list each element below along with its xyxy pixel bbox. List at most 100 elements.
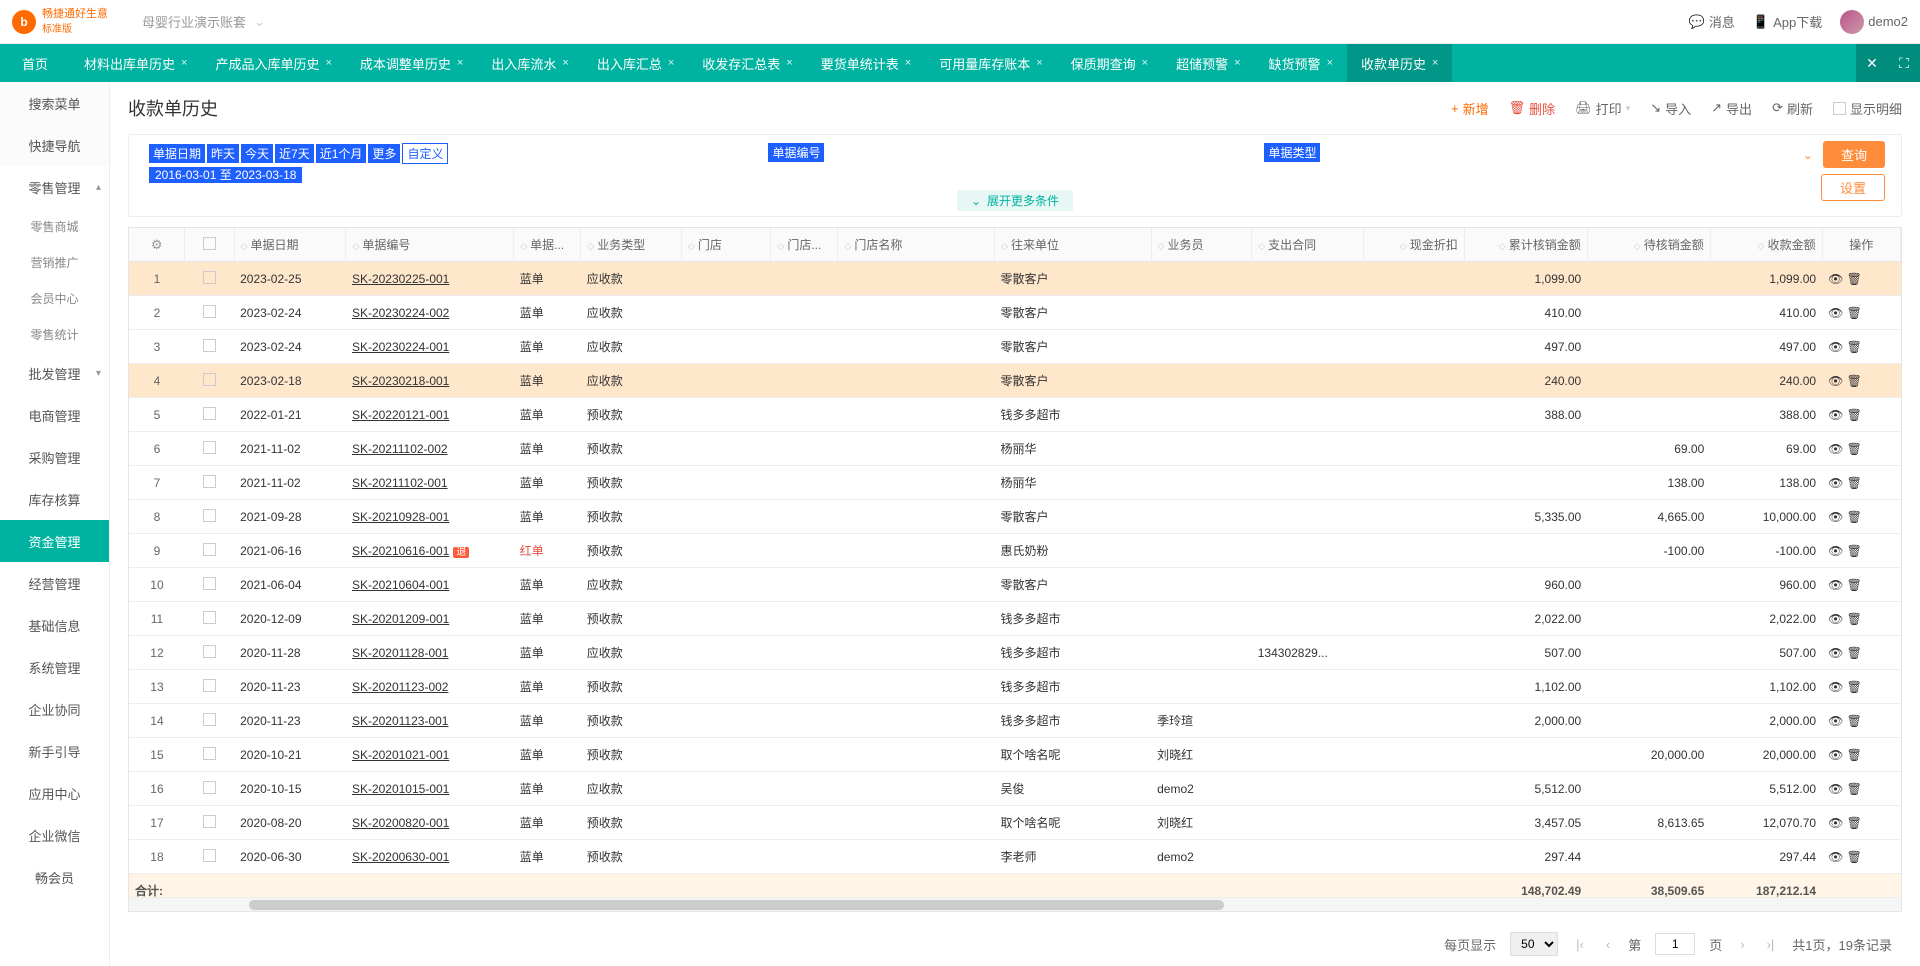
delete-icon[interactable]: 🗑: [1847, 374, 1862, 388]
filter-date-opt-today[interactable]: 今天: [241, 144, 273, 163]
row-checkbox[interactable]: [203, 339, 216, 352]
table-row[interactable]: 172020-08-20SK-20200820-001蓝单预收款取个啥名呢刘晓红…: [129, 806, 1901, 840]
close-icon[interactable]: ×: [181, 57, 187, 69]
delete-icon[interactable]: 🗑: [1847, 476, 1862, 490]
table-row[interactable]: 82021-09-28SK-20210928-001蓝单预收款零散客户5,335…: [129, 500, 1901, 534]
tab-11[interactable]: 缺货预警×: [1255, 44, 1347, 82]
close-icon[interactable]: ×: [1432, 57, 1438, 69]
doc-link[interactable]: SK-20200630-001: [352, 850, 449, 864]
column-header[interactable]: ◇往来单位: [995, 228, 1152, 262]
delete-icon[interactable]: 🗑: [1847, 680, 1862, 694]
tab-12[interactable]: 收款单历史×: [1347, 44, 1452, 82]
close-icon[interactable]: ×: [562, 57, 568, 69]
filter-type-label[interactable]: 单据类型: [1264, 143, 1320, 162]
column-header[interactable]: [185, 228, 234, 262]
close-icon[interactable]: ×: [457, 57, 463, 69]
view-icon[interactable]: 👁: [1828, 544, 1843, 558]
select-all-checkbox[interactable]: [203, 237, 216, 250]
sidebar-guide[interactable]: 新手引导: [0, 730, 109, 772]
table-row[interactable]: 132020-11-23SK-20201123-002蓝单预收款钱多多超市1,1…: [129, 670, 1901, 704]
table-row[interactable]: 182020-06-30SK-20200630-001蓝单预收款李老师demo2…: [129, 840, 1901, 874]
sidebar-stock[interactable]: 库存核算: [0, 478, 109, 520]
view-icon[interactable]: 👁: [1828, 306, 1843, 320]
delete-icon[interactable]: 🗑: [1847, 850, 1862, 864]
sidebar-retail-stats[interactable]: 零售统计: [0, 316, 109, 352]
delete-icon[interactable]: 🗑: [1847, 442, 1862, 456]
print-button[interactable]: 🖨打印▾: [1575, 99, 1630, 118]
prev-page-button[interactable]: ‹: [1602, 937, 1614, 952]
close-all-tabs-button[interactable]: ✕: [1856, 44, 1888, 82]
tab-3[interactable]: 成本调整单历史×: [346, 44, 477, 82]
table-row[interactable]: 152020-10-21SK-20201021-001蓝单预收款取个啥名呢刘晓红…: [129, 738, 1901, 772]
close-icon[interactable]: ×: [1036, 57, 1042, 69]
view-icon[interactable]: 👁: [1828, 782, 1843, 796]
table-row[interactable]: 22023-02-24SK-20230224-002蓝单应收款零散客户410.0…: [129, 296, 1901, 330]
sidebar-purchase[interactable]: 采购管理: [0, 436, 109, 478]
messages-button[interactable]: 💬消息: [1689, 12, 1735, 31]
tab-6[interactable]: 收发存汇总表×: [688, 44, 806, 82]
row-checkbox[interactable]: [203, 441, 216, 454]
column-header[interactable]: 操作: [1822, 228, 1900, 262]
expand-filters-button[interactable]: ⌄展开更多条件: [957, 190, 1073, 211]
column-header[interactable]: ◇收款金额: [1710, 228, 1822, 262]
column-header[interactable]: ◇门店名称: [838, 228, 995, 262]
horizontal-scrollbar[interactable]: [129, 897, 1901, 911]
last-page-button[interactable]: ›|: [1763, 937, 1779, 952]
query-button[interactable]: 查询: [1823, 141, 1885, 168]
tab-4[interactable]: 出入库流水×: [477, 44, 582, 82]
tab-1[interactable]: 材料出库单历史×: [70, 44, 201, 82]
view-icon[interactable]: 👁: [1828, 612, 1843, 626]
filter-date-range[interactable]: 2016-03-01 至 2023-03-18: [149, 167, 302, 183]
first-page-button[interactable]: |‹: [1572, 937, 1588, 952]
view-icon[interactable]: 👁: [1828, 748, 1843, 762]
column-header[interactable]: ◇业务类型: [581, 228, 682, 262]
row-checkbox[interactable]: [203, 815, 216, 828]
table-row[interactable]: 42023-02-18SK-20230218-001蓝单应收款零散客户240.0…: [129, 364, 1901, 398]
sidebar-quicknav[interactable]: 快捷导航: [0, 124, 109, 166]
doc-link[interactable]: SK-20201015-001: [352, 782, 449, 796]
column-header[interactable]: ◇单据日期: [234, 228, 346, 262]
doc-link[interactable]: SK-20201021-001: [352, 748, 449, 762]
tab-9[interactable]: 保质期查询×: [1057, 44, 1162, 82]
doc-link[interactable]: SK-20201123-002: [352, 680, 449, 694]
row-checkbox[interactable]: [203, 543, 216, 556]
column-header[interactable]: ◇累计核销金额: [1464, 228, 1587, 262]
delete-button[interactable]: 🗑删除: [1509, 99, 1556, 118]
table-row[interactable]: 112020-12-09SK-20201209-001蓝单预收款钱多多超市2,0…: [129, 602, 1901, 636]
row-checkbox[interactable]: [203, 645, 216, 658]
sidebar-retail-mall[interactable]: 零售商城: [0, 208, 109, 244]
tab-8[interactable]: 可用量库存账本×: [925, 44, 1056, 82]
doc-link[interactable]: SK-20210616-001: [352, 544, 449, 558]
view-icon[interactable]: 👁: [1828, 442, 1843, 456]
table-row[interactable]: 142020-11-23SK-20201123-001蓝单预收款钱多多超市季玲瑄…: [129, 704, 1901, 738]
doc-link[interactable]: SK-20201123-001: [352, 714, 449, 728]
filter-date-opt-more[interactable]: 更多: [368, 144, 400, 163]
doc-link[interactable]: SK-20201128-001: [352, 646, 449, 660]
import-button[interactable]: ↘导入: [1650, 99, 1691, 118]
sidebar-appcenter[interactable]: 应用中心: [0, 772, 109, 814]
row-checkbox[interactable]: [203, 509, 216, 522]
filter-date-custom[interactable]: 自定义: [402, 143, 448, 164]
doc-link[interactable]: SK-20230224-001: [352, 340, 449, 354]
delete-icon[interactable]: 🗑: [1847, 646, 1862, 660]
settings-button[interactable]: 设置: [1821, 174, 1885, 201]
delete-icon[interactable]: 🗑: [1847, 612, 1862, 626]
table-row[interactable]: 32023-02-24SK-20230224-001蓝单应收款零散客户497.0…: [129, 330, 1901, 364]
view-icon[interactable]: 👁: [1828, 816, 1843, 830]
close-icon[interactable]: ×: [1234, 57, 1240, 69]
fullscreen-button[interactable]: ⛶: [1888, 44, 1920, 82]
doc-link[interactable]: SK-20210928-001: [352, 510, 449, 524]
delete-icon[interactable]: 🗑: [1847, 816, 1862, 830]
next-page-button[interactable]: ›: [1736, 937, 1748, 952]
row-checkbox[interactable]: [203, 475, 216, 488]
delete-icon[interactable]: 🗑: [1847, 748, 1862, 762]
tab-5[interactable]: 出入库汇总×: [583, 44, 688, 82]
export-button[interactable]: ↗导出: [1711, 99, 1752, 118]
filter-date-opt-1m[interactable]: 近1个月: [316, 144, 367, 163]
column-header[interactable]: ◇单据...: [514, 228, 581, 262]
user-menu[interactable]: demo2: [1840, 10, 1908, 34]
doc-link[interactable]: SK-20200820-001: [352, 816, 449, 830]
column-header[interactable]: [129, 228, 185, 262]
view-icon[interactable]: 👁: [1828, 714, 1843, 728]
row-checkbox[interactable]: [203, 747, 216, 760]
